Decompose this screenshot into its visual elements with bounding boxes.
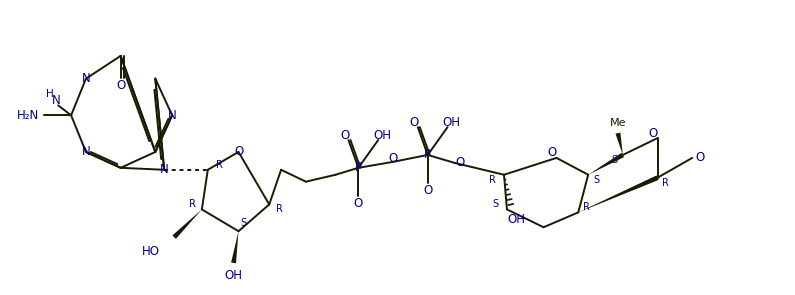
Polygon shape <box>588 153 624 175</box>
Text: OH: OH <box>443 116 460 129</box>
Text: H₂N: H₂N <box>17 109 40 122</box>
Text: O: O <box>409 116 418 129</box>
Text: S: S <box>593 175 599 185</box>
Text: R: R <box>489 175 495 185</box>
Text: H: H <box>46 88 54 99</box>
Text: OH: OH <box>508 213 525 226</box>
Text: N: N <box>82 72 91 85</box>
Text: Me: Me <box>610 118 626 128</box>
Text: R: R <box>583 202 590 212</box>
Text: O: O <box>423 184 432 197</box>
Text: O: O <box>116 79 126 92</box>
Text: O: O <box>696 151 704 164</box>
Text: O: O <box>547 146 556 160</box>
Text: S: S <box>492 199 498 209</box>
Text: OH: OH <box>373 129 391 142</box>
Polygon shape <box>231 231 238 263</box>
Text: R: R <box>276 204 282 214</box>
Polygon shape <box>578 176 658 212</box>
Text: R: R <box>662 178 669 188</box>
Text: O: O <box>389 153 398 165</box>
Polygon shape <box>173 209 202 239</box>
Text: HO: HO <box>142 245 161 258</box>
Text: O: O <box>340 129 349 142</box>
Text: S: S <box>240 218 246 228</box>
Text: N: N <box>168 109 176 122</box>
Text: R: R <box>188 199 196 209</box>
Text: O: O <box>456 156 465 169</box>
Text: R: R <box>216 160 223 170</box>
Text: O: O <box>234 145 243 158</box>
Text: O: O <box>354 197 363 210</box>
Polygon shape <box>615 132 622 155</box>
Text: P: P <box>425 148 431 161</box>
Text: N: N <box>160 163 169 176</box>
Text: O: O <box>648 127 657 140</box>
Text: OH: OH <box>224 269 242 282</box>
Text: S: S <box>612 155 618 165</box>
Text: P: P <box>355 161 362 174</box>
Text: N: N <box>82 145 91 158</box>
Text: N: N <box>52 94 60 107</box>
